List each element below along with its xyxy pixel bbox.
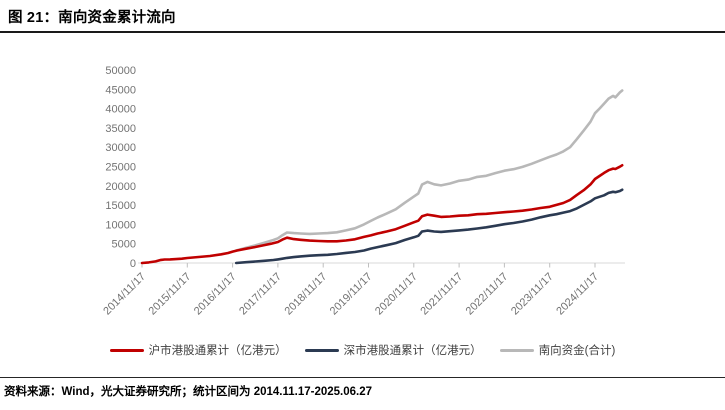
y-axis-labels: 0 5000 10000 15000 20000 25000 30000 35000 40000… [105,65,136,270]
series-line [234,89,624,252]
legend-item: 沪市港股通累计（亿港元） [109,342,287,358]
x-tick-label: 2024/11/17 [554,271,601,318]
title-divider [0,31,725,33]
source-note: 资料来源：Wind，光大证券研究所；统计区间为 2014.11.17-2025.… [4,386,372,398]
y-tick-label: 0 [130,258,136,270]
y-tick-label: 10000 [105,219,136,231]
chart-legend: 沪市港股通累计（亿港元） 深市港股通累计（亿港元） 南向资金(合计) [0,342,725,358]
x-tick-label: 2022/11/17 [464,271,511,318]
x-tick-label: 2017/11/17 [237,271,284,318]
x-tick-label: 2019/11/17 [328,271,375,318]
y-tick-label: 50000 [105,65,136,77]
x-axis-ticks [141,263,596,268]
figure-title: 图 21：南向资金累计流向 [8,10,176,26]
legend-swatch-line [304,348,339,352]
legend-swatch-line [499,348,534,352]
legend-label: 南向资金(合计) [538,345,616,357]
x-tick-label: 2020/11/17 [373,271,420,318]
y-tick-label: 35000 [105,123,136,135]
legend-label: 深市港股通累计（亿港元） [343,345,482,357]
x-tick-label: 2015/11/17 [147,271,194,318]
legend-item: 深市港股通累计（亿港元） [304,342,482,358]
legend-item: 南向资金(合计) [499,342,616,358]
x-axis-labels: 2014/11/172015/11/172016/11/172017/11/17… [101,271,601,318]
legend-label: 沪市港股通累计（亿港元） [148,345,287,357]
x-tick-label: 2014/11/17 [101,271,148,318]
y-tick-label: 30000 [105,142,136,154]
x-tick-label: 2018/11/17 [282,271,329,318]
footer-divider [0,377,725,378]
y-tick-label: 20000 [105,181,136,193]
line-chart: 0 5000 10000 15000 20000 25000 30000 35000 40000… [101,65,625,318]
series-line [234,188,624,265]
y-tick-label: 15000 [105,200,136,212]
x-tick-label: 2023/11/17 [509,271,556,318]
series-line [140,164,624,265]
y-tick-label: 45000 [105,84,136,96]
legend-swatch-line [109,348,144,352]
y-tick-label: 25000 [105,162,136,174]
x-tick-label: 2016/11/17 [192,271,239,318]
y-tick-label: 5000 [112,239,136,251]
y-tick-label: 40000 [105,104,136,116]
x-tick-label: 2021/11/17 [418,271,465,318]
